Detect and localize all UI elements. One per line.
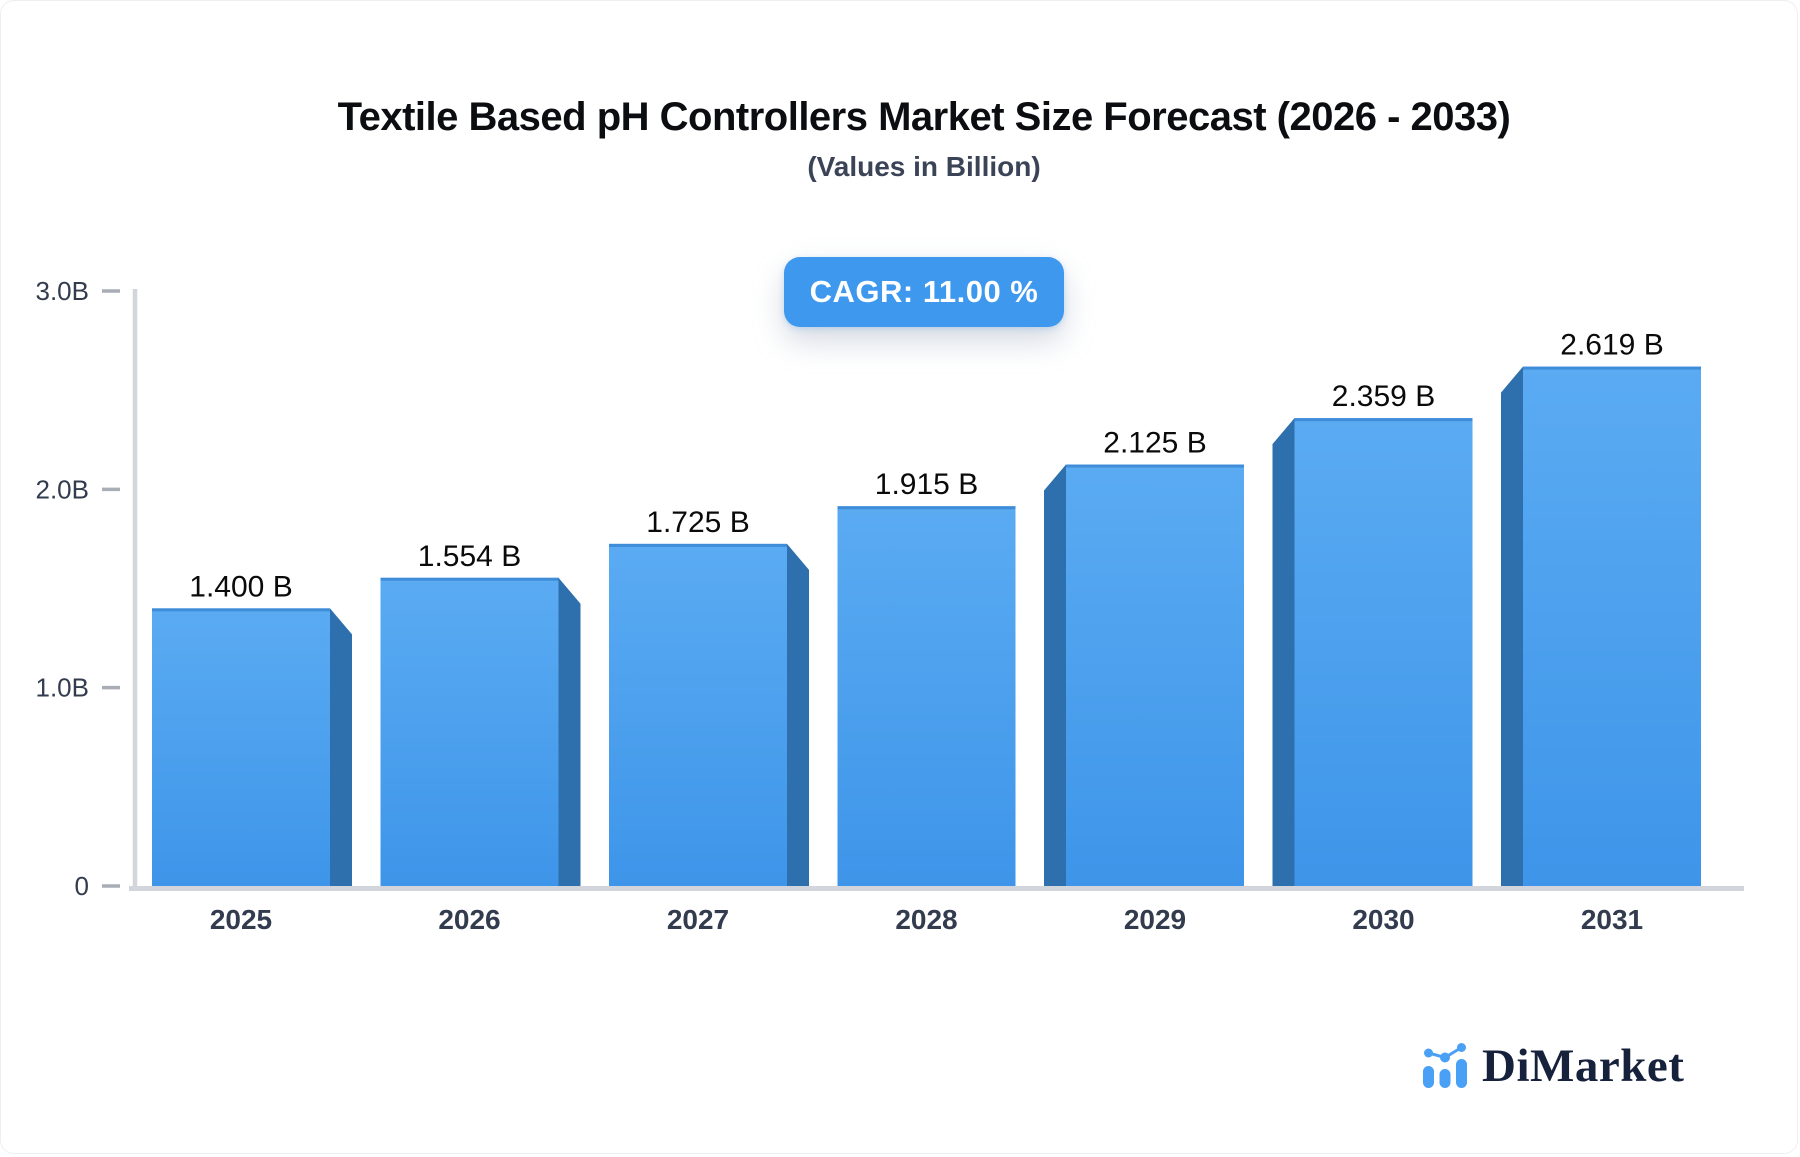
x-tick-label: 2026 [438, 904, 500, 935]
x-tick-label: 2029 [1124, 904, 1186, 935]
cagr-badge-label: CAGR: 11.00 % [809, 274, 1039, 309]
bar-side-face [1501, 366, 1523, 886]
chart-title: Textile Based pH Controllers Market Size… [337, 95, 1511, 139]
y-tick-label: 2.0B [36, 474, 90, 504]
brand-logo: DiMarket [1421, 1041, 1684, 1091]
bar-side-face [1044, 464, 1066, 886]
bar-2025 [152, 608, 330, 886]
bar-value-label: 1.915 B [875, 468, 978, 501]
bar-2027 [609, 543, 787, 886]
bar-2028 [837, 506, 1016, 886]
bar-value-label: 2.359 B [1332, 380, 1435, 413]
bar-side-face [1272, 418, 1295, 886]
x-tick-label: 2030 [1352, 904, 1414, 935]
bar-value-label: 1.554 B [418, 540, 521, 573]
bar-value-label: 2.619 B [1560, 329, 1663, 362]
y-tick-label: 0 [75, 871, 89, 901]
x-tick-label: 2025 [210, 904, 272, 935]
bar-side-face [558, 577, 581, 886]
chart-subtitle: (Values in Billion) [807, 151, 1041, 182]
cagr-badge: CAGR: 11.00 % [784, 257, 1064, 327]
bar-2031 [1523, 366, 1701, 886]
bar-side-face [787, 543, 809, 886]
x-tick-label: 2028 [895, 904, 957, 935]
bar-value-label: 2.125 B [1103, 427, 1206, 460]
bar-2026 [380, 577, 559, 886]
bar-value-label: 1.725 B [646, 506, 749, 539]
brand-logo-mark-icon [1423, 1043, 1467, 1088]
bar-side-face [330, 608, 352, 886]
brand-logo-text: DiMarket [1482, 1039, 1685, 1092]
y-tick-label: 3.0B [36, 276, 90, 306]
x-tick-label: 2027 [667, 904, 729, 935]
y-tick-label: 1.0B [36, 673, 90, 703]
bar-value-label: 1.400 B [189, 570, 292, 603]
bar-2029 [1066, 464, 1244, 886]
x-tick-label: 2031 [1581, 904, 1643, 935]
bar-2030 [1294, 418, 1473, 886]
